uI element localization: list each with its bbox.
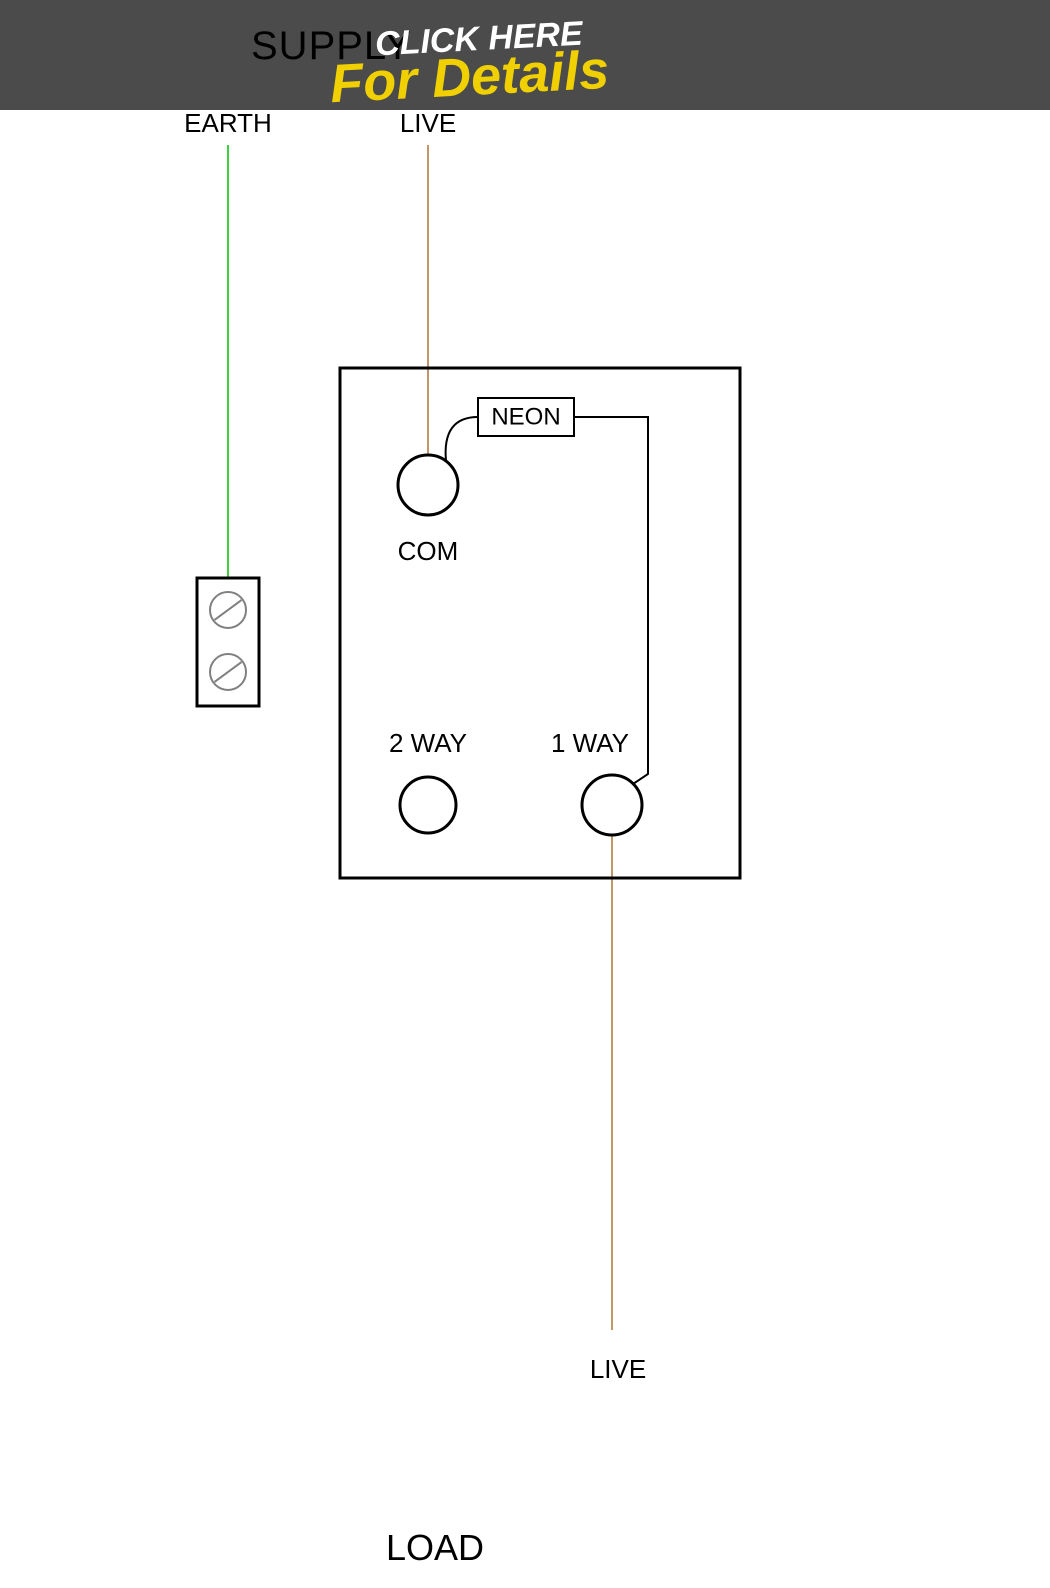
two-way-label: 2 WAY xyxy=(389,728,467,758)
live-top-label: LIVE xyxy=(400,108,456,138)
neon-link-left xyxy=(446,417,478,461)
wiring-diagram: NEON EARTH LIVE COM 2 WAY 1 WAY LIVE LOA… xyxy=(0,0,1050,1588)
one-way-terminal xyxy=(582,775,642,835)
com-label: COM xyxy=(398,536,459,566)
one-way-label: 1 WAY xyxy=(551,728,629,758)
neon-label: NEON xyxy=(491,403,560,430)
two-way-terminal xyxy=(400,777,456,833)
load-label: LOAD xyxy=(386,1527,484,1568)
com-terminal xyxy=(398,455,458,515)
live-bottom-label: LIVE xyxy=(590,1354,646,1384)
earth-label: EARTH xyxy=(184,108,272,138)
